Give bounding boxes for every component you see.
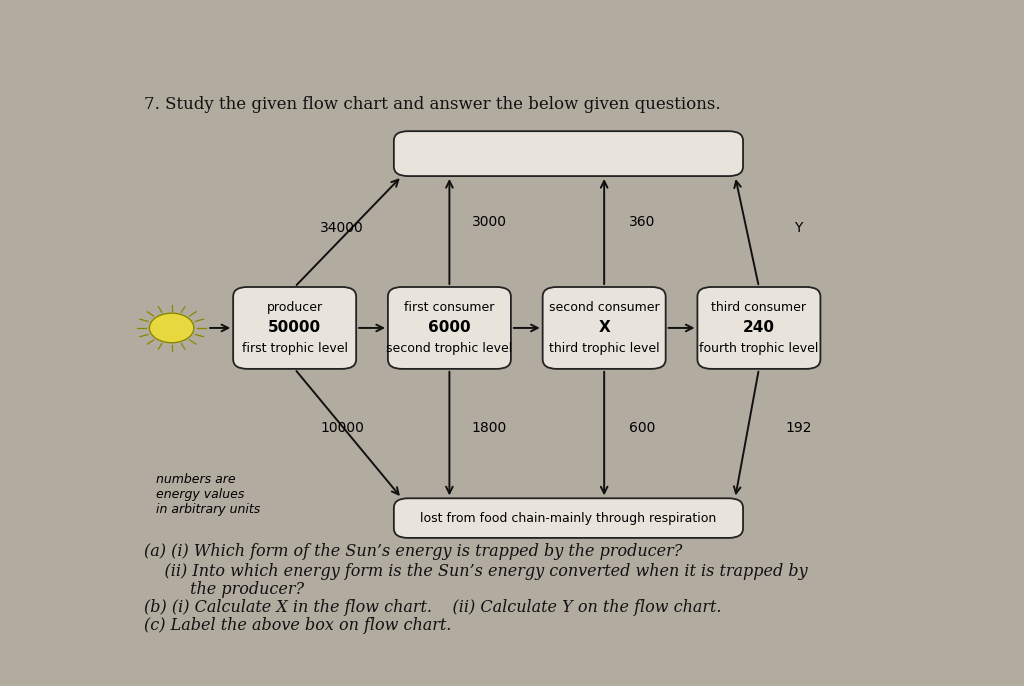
- Text: (a) (i) Which form of the Sun’s energy is trapped by the producer?: (a) (i) Which form of the Sun’s energy i…: [143, 543, 682, 560]
- FancyBboxPatch shape: [394, 498, 743, 538]
- Text: second trophic level: second trophic level: [386, 342, 513, 355]
- Text: the producer?: the producer?: [143, 582, 304, 598]
- Text: 50000: 50000: [268, 320, 322, 335]
- Text: second consumer: second consumer: [549, 301, 659, 314]
- Text: X: X: [598, 320, 610, 335]
- FancyBboxPatch shape: [697, 287, 820, 369]
- Text: (ii) Into which energy form is the Sun’s energy converted when it is trapped by: (ii) Into which energy form is the Sun’s…: [143, 563, 808, 580]
- FancyBboxPatch shape: [394, 131, 743, 176]
- FancyBboxPatch shape: [543, 287, 666, 369]
- Circle shape: [150, 313, 194, 343]
- FancyBboxPatch shape: [388, 287, 511, 369]
- Text: 192: 192: [785, 421, 812, 436]
- Text: (c) Label the above box on flow chart.: (c) Label the above box on flow chart.: [143, 617, 452, 635]
- Text: 1800: 1800: [471, 421, 507, 436]
- Text: fourth trophic level: fourth trophic level: [699, 342, 818, 355]
- Text: third trophic level: third trophic level: [549, 342, 659, 355]
- Text: 3000: 3000: [472, 215, 507, 229]
- Text: numbers are
energy values
in arbitrary units: numbers are energy values in arbitrary u…: [156, 473, 260, 516]
- Text: first consumer: first consumer: [404, 301, 495, 314]
- Text: (b) (i) Calculate X in the flow chart.    (ii) Calculate Y on the flow chart.: (b) (i) Calculate X in the flow chart. (…: [143, 599, 721, 616]
- Text: Y: Y: [795, 221, 803, 235]
- Text: 7. Study the given flow chart and answer the below given questions.: 7. Study the given flow chart and answer…: [143, 95, 721, 113]
- FancyBboxPatch shape: [233, 287, 356, 369]
- Text: producer: producer: [266, 301, 323, 314]
- Text: 240: 240: [743, 320, 775, 335]
- Text: 6000: 6000: [428, 320, 471, 335]
- Text: 10000: 10000: [321, 421, 365, 436]
- Text: third consumer: third consumer: [712, 301, 807, 314]
- Text: 600: 600: [629, 421, 655, 436]
- Text: first trophic level: first trophic level: [242, 342, 348, 355]
- Text: 34000: 34000: [321, 221, 365, 235]
- Text: 360: 360: [629, 215, 655, 229]
- Text: lost from food chain-mainly through respiration: lost from food chain-mainly through resp…: [420, 512, 717, 525]
